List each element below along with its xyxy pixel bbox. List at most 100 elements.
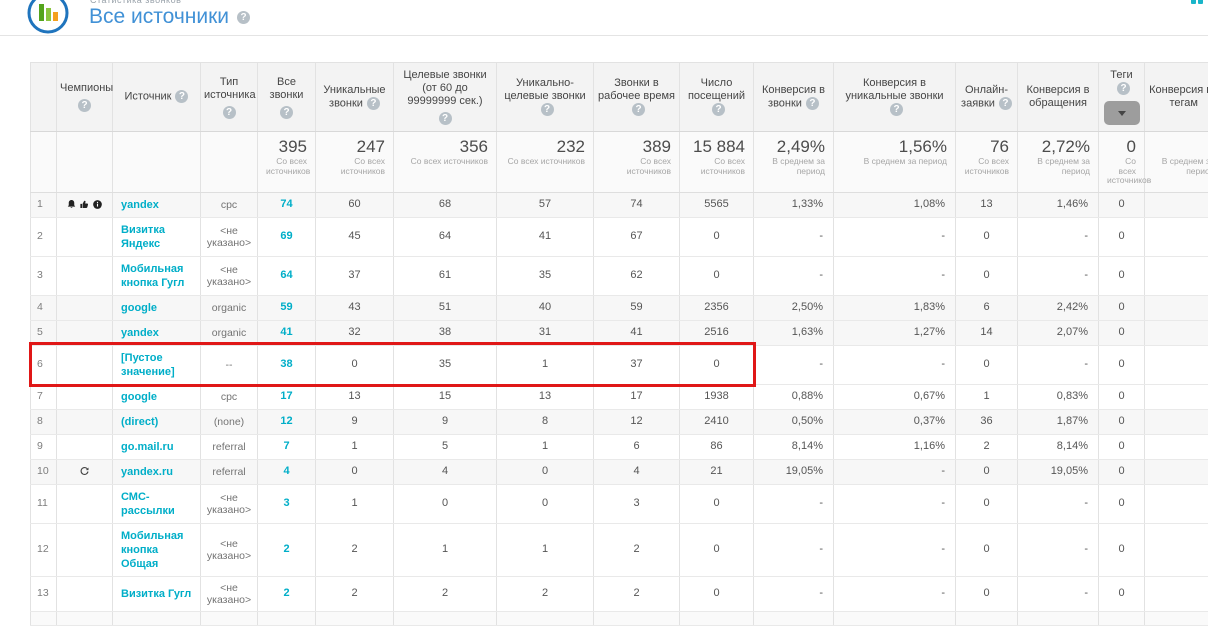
calls-count-link[interactable]: 17 xyxy=(280,390,292,402)
settings-icon[interactable] xyxy=(1191,0,1203,4)
source-link[interactable]: СМС-рассылки xyxy=(121,491,175,517)
cell-online_orders: 14 xyxy=(956,320,1018,345)
cell-work_time_calls: 74 xyxy=(594,192,680,217)
cell-unique_calls: 60 xyxy=(316,192,394,217)
help-icon[interactable]: ? xyxy=(890,103,903,116)
cell-conv_calls: - xyxy=(754,576,834,611)
calls-count-link[interactable]: 38 xyxy=(280,358,292,370)
cell-target_calls: 4 xyxy=(394,459,497,484)
calls-count-link[interactable]: 7 xyxy=(283,440,289,452)
cell-type: <не указано> xyxy=(201,217,258,256)
help-icon[interactable]: ? xyxy=(280,106,293,119)
tags-filter-button[interactable] xyxy=(1104,101,1140,125)
calls-count-link[interactable]: 4 xyxy=(283,465,289,477)
cell-conv_calls: 2,50% xyxy=(754,295,834,320)
cell-source: yandex xyxy=(113,192,201,217)
cell-unique_target_calls: 8 xyxy=(497,409,594,434)
cell-unique_target_calls: 0 xyxy=(497,459,594,484)
help-icon[interactable]: ? xyxy=(439,112,452,125)
total-num xyxy=(31,132,57,193)
cell-visits: 2410 xyxy=(680,409,754,434)
cell-conv_unique: - xyxy=(834,256,956,295)
total-conv_unique: 1,56%В среднем за период xyxy=(834,132,956,193)
cell-type: -- xyxy=(201,345,258,384)
cell-calls: 64 xyxy=(258,256,316,295)
cell-tags: 0 xyxy=(1099,523,1145,576)
thumb-icon xyxy=(79,199,90,210)
help-icon[interactable]: ? xyxy=(632,103,645,116)
column-header-source: Источник? xyxy=(113,63,201,132)
source-link[interactable]: go.mail.ru xyxy=(121,441,174,453)
cell-unique_calls: 2 xyxy=(316,576,394,611)
source-link[interactable]: [Пустое значение] xyxy=(121,352,175,378)
cell-conv_appeals: - xyxy=(1018,576,1099,611)
cell-type: organic xyxy=(201,295,258,320)
help-icon[interactable]: ? xyxy=(541,103,554,116)
cell-conv_appeals: 1,87% xyxy=(1018,409,1099,434)
cell-num: 2 xyxy=(31,217,57,256)
help-icon[interactable]: ? xyxy=(999,97,1012,110)
calls-count-link[interactable]: 41 xyxy=(280,326,292,338)
calls-count-link[interactable]: 3 xyxy=(283,497,289,509)
cell-conv_tags: - xyxy=(1145,345,1208,384)
cell-num: 4 xyxy=(31,295,57,320)
total-type xyxy=(201,132,258,193)
cell-source: yandex xyxy=(113,320,201,345)
calls-count-link[interactable]: 2 xyxy=(283,543,289,555)
cell-visits: 2516 xyxy=(680,320,754,345)
source-link[interactable]: (direct) xyxy=(121,416,158,428)
source-link[interactable]: yandex xyxy=(121,199,159,211)
cell-source: Визитка Яндекс xyxy=(113,217,201,256)
help-icon[interactable]: ? xyxy=(175,90,188,103)
cell-conv_tags: - xyxy=(1145,256,1208,295)
help-icon[interactable]: ? xyxy=(712,103,725,116)
column-header-conv_appeals: Конверсия в обращения xyxy=(1018,63,1099,132)
source-link[interactable]: yandex xyxy=(121,327,159,339)
help-icon[interactable]: ? xyxy=(223,106,236,119)
source-link[interactable]: google xyxy=(121,302,157,314)
cell-conv_appeals: 1,46% xyxy=(1018,192,1099,217)
cell-tags: 0 xyxy=(1099,459,1145,484)
cell-unique_target_calls: 1 xyxy=(497,345,594,384)
cell-source: Визитка Гугл xyxy=(113,576,201,611)
column-header-type: Тип источника? xyxy=(201,63,258,132)
source-link[interactable]: Визитка Гугл xyxy=(121,588,191,600)
cell-champions xyxy=(57,434,113,459)
cell-conv_appeals: - xyxy=(1018,484,1099,523)
cell-work_time_calls: 67 xyxy=(594,217,680,256)
cell-work_time_calls: 2 xyxy=(594,523,680,576)
title-help-icon[interactable]: ? xyxy=(237,11,250,24)
calls-count-link[interactable]: 64 xyxy=(280,269,292,281)
source-link[interactable]: google xyxy=(121,391,157,403)
cell-num: 9 xyxy=(31,434,57,459)
cell-type: <не указано> xyxy=(201,523,258,576)
column-header-conv_calls: Конверсия в звонки? xyxy=(754,63,834,132)
cell-conv_calls: 0,50% xyxy=(754,409,834,434)
source-link[interactable]: Мобильная кнопка Гугл xyxy=(121,263,184,289)
cell-calls: 4 xyxy=(258,459,316,484)
calls-count-link[interactable]: 69 xyxy=(280,230,292,242)
calls-count-link[interactable]: 12 xyxy=(280,415,292,427)
cell-calls: 59 xyxy=(258,295,316,320)
cell-visits: 0 xyxy=(680,345,754,384)
help-icon[interactable]: ? xyxy=(367,97,380,110)
cell-unique_target_calls: 57 xyxy=(497,192,594,217)
help-icon[interactable]: ? xyxy=(78,99,91,112)
cell-unique_target_calls: 1 xyxy=(497,434,594,459)
calls-count-link[interactable]: 2 xyxy=(283,587,289,599)
source-link[interactable]: Визитка Яндекс xyxy=(121,224,165,250)
calls-count-link[interactable]: 59 xyxy=(280,301,292,313)
help-icon[interactable]: ? xyxy=(806,97,819,110)
cell-num: 8 xyxy=(31,409,57,434)
cell-target_calls: 0 xyxy=(394,484,497,523)
help-icon[interactable]: ? xyxy=(1117,82,1130,95)
cell-visits: 2356 xyxy=(680,295,754,320)
calls-count-link[interactable]: 74 xyxy=(280,198,292,210)
source-link[interactable]: yandex.ru xyxy=(121,466,173,478)
cell-calls: 41 xyxy=(258,320,316,345)
